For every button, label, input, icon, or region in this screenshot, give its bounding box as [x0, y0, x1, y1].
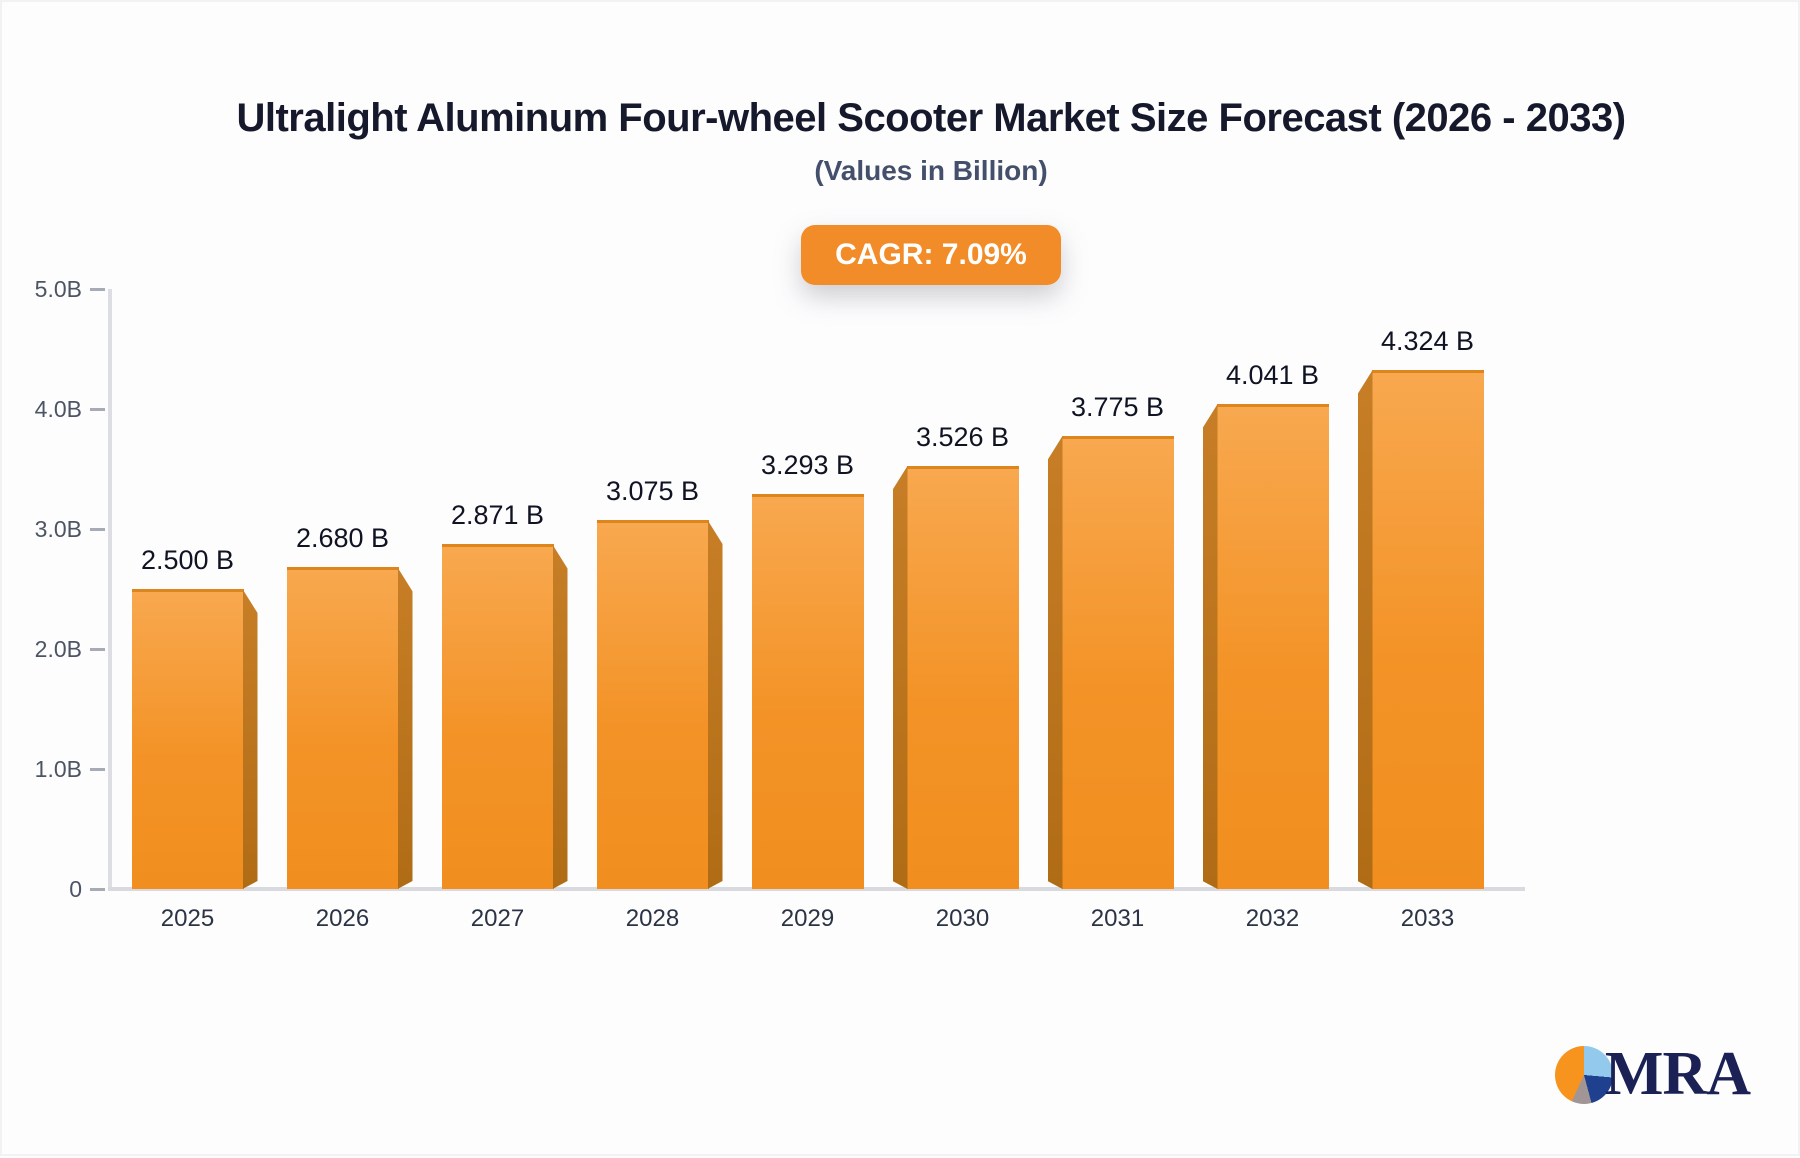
mra-logo: MRA	[1554, 1039, 1751, 1110]
bar-value-label: 4.324 B	[1380, 326, 1475, 357]
bar-2025[interactable]	[131, 589, 244, 889]
bar-group-2026	[265, 2, 420, 889]
bar-2028[interactable]	[596, 520, 709, 889]
bar-value-label: 3.526 B	[915, 421, 1010, 452]
y-tick-label: 5.0B	[34, 276, 82, 302]
bar-group-2032	[1195, 2, 1350, 889]
x-tick-label: 2025	[160, 905, 215, 932]
x-tick-label: 2030	[935, 905, 990, 932]
x-axis-line	[108, 887, 1525, 891]
x-tick-label: 2027	[470, 905, 525, 932]
page-title: Ultralight Aluminum Four-wheel Scooter M…	[236, 96, 1626, 140]
y-tick-label: 2.0B	[34, 636, 82, 662]
bar-side-face	[1358, 370, 1373, 889]
y-tick-mark	[90, 888, 105, 891]
bar-2026[interactable]	[286, 567, 399, 889]
y-tick-label: 3.0B	[34, 516, 82, 542]
bar-group-2027	[420, 2, 575, 889]
y-tick-label: 1.0B	[34, 756, 82, 782]
x-tick-label: 2026	[315, 905, 370, 932]
y-tick-mark	[90, 288, 105, 291]
bar-value-label: 4.041 B	[1225, 360, 1320, 391]
bar-2029[interactable]	[751, 493, 864, 889]
bar-value-label: 2.871 B	[450, 500, 545, 531]
x-tick-label: 2032	[1245, 905, 1300, 932]
y-axis-line	[108, 289, 112, 889]
y-tick-mark	[90, 408, 105, 411]
bar-side-face	[553, 544, 568, 889]
bar-2030[interactable]	[906, 465, 1019, 889]
y-tick-mark	[90, 768, 105, 771]
x-tick-label: 2033	[1400, 905, 1455, 932]
bar-group-2029	[730, 2, 885, 889]
chart-header: Ultralight Aluminum Four-wheel Scooter M…	[2, 2, 1798, 285]
bar-value-label: 3.075 B	[605, 476, 700, 506]
bar-side-face	[398, 567, 413, 889]
bar-group-2031	[1040, 2, 1195, 889]
y-tick-mark	[90, 648, 105, 651]
bar-value-label: 3.293 B	[760, 449, 855, 480]
bar-value-label: 3.775 B	[1070, 392, 1165, 422]
logo-text: MRA	[1604, 1040, 1751, 1108]
bar-2033[interactable]	[1371, 370, 1484, 889]
y-tick-label: 0	[69, 876, 82, 902]
x-tick-label: 2031	[1090, 905, 1145, 932]
y-tick-label: 4.0B	[34, 396, 82, 422]
y-tick-mark	[90, 528, 105, 531]
bar-side-face	[893, 466, 908, 889]
bar-2031[interactable]	[1061, 436, 1174, 889]
x-tick-label: 2029	[780, 905, 835, 932]
chart-subtitle: (Values in Billion)	[814, 155, 1048, 186]
bar-group-2028	[575, 2, 730, 889]
bar-group-2025	[110, 2, 265, 889]
bar-side-face	[1203, 404, 1218, 889]
bar-side-face	[1048, 436, 1063, 889]
x-tick-label: 2028	[625, 905, 680, 932]
bar-side-face	[708, 520, 723, 889]
bar-group-2033	[1350, 2, 1505, 889]
bar-group-2030	[885, 2, 1040, 889]
bar-value-label: 2.680 B	[295, 523, 390, 554]
pie-chart-icon	[1554, 1045, 1613, 1104]
cagr-badge: CAGR: 7.09%	[801, 225, 1061, 285]
bar-side-face	[243, 589, 258, 889]
bar-2032[interactable]	[1216, 404, 1329, 889]
bar-2027[interactable]	[441, 544, 554, 889]
bar-value-label: 2.500 B	[140, 545, 235, 575]
